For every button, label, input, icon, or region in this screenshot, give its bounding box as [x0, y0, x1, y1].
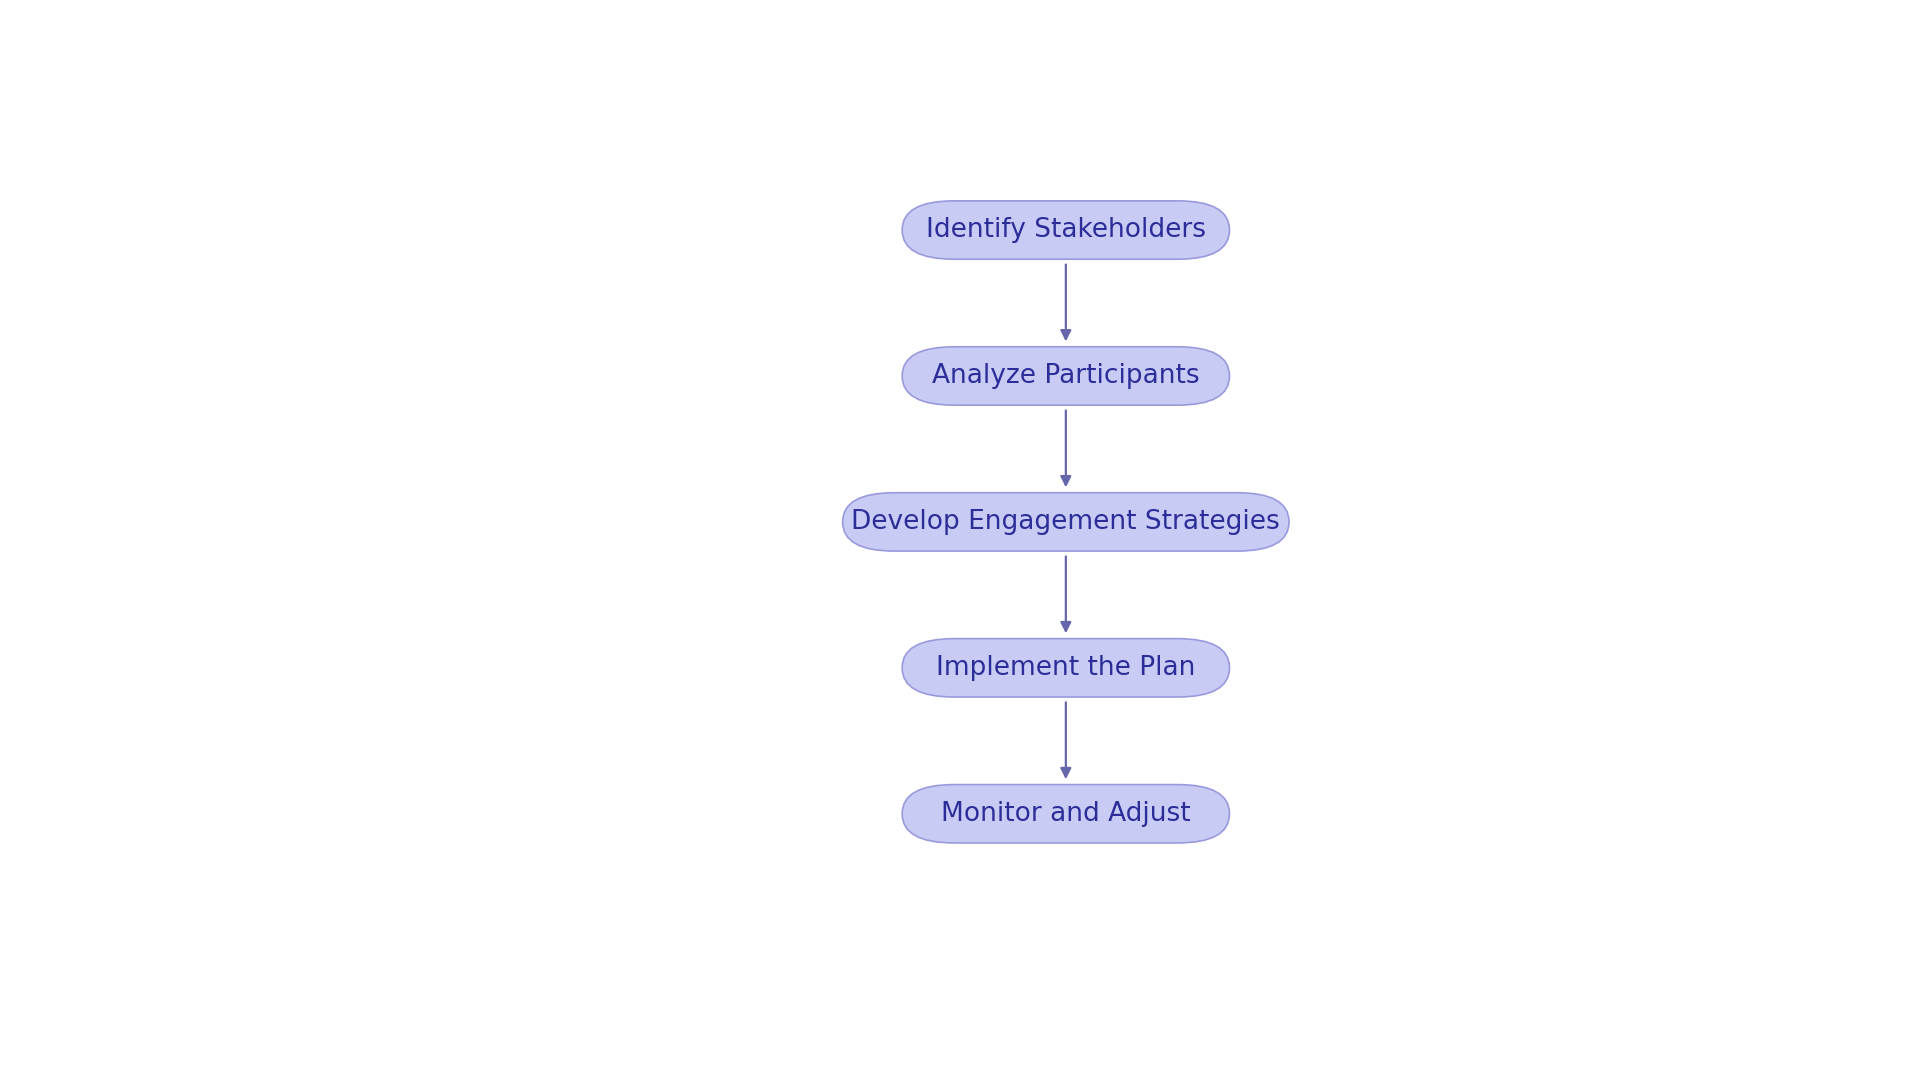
- FancyBboxPatch shape: [902, 200, 1229, 259]
- Text: Analyze Participants: Analyze Participants: [931, 363, 1200, 389]
- FancyBboxPatch shape: [843, 493, 1288, 551]
- FancyBboxPatch shape: [902, 639, 1229, 697]
- Text: Monitor and Adjust: Monitor and Adjust: [941, 800, 1190, 826]
- Text: Implement the Plan: Implement the Plan: [937, 655, 1196, 681]
- FancyBboxPatch shape: [902, 347, 1229, 405]
- Text: Develop Engagement Strategies: Develop Engagement Strategies: [851, 509, 1281, 535]
- FancyBboxPatch shape: [902, 784, 1229, 843]
- Text: Identify Stakeholders: Identify Stakeholders: [925, 217, 1206, 243]
